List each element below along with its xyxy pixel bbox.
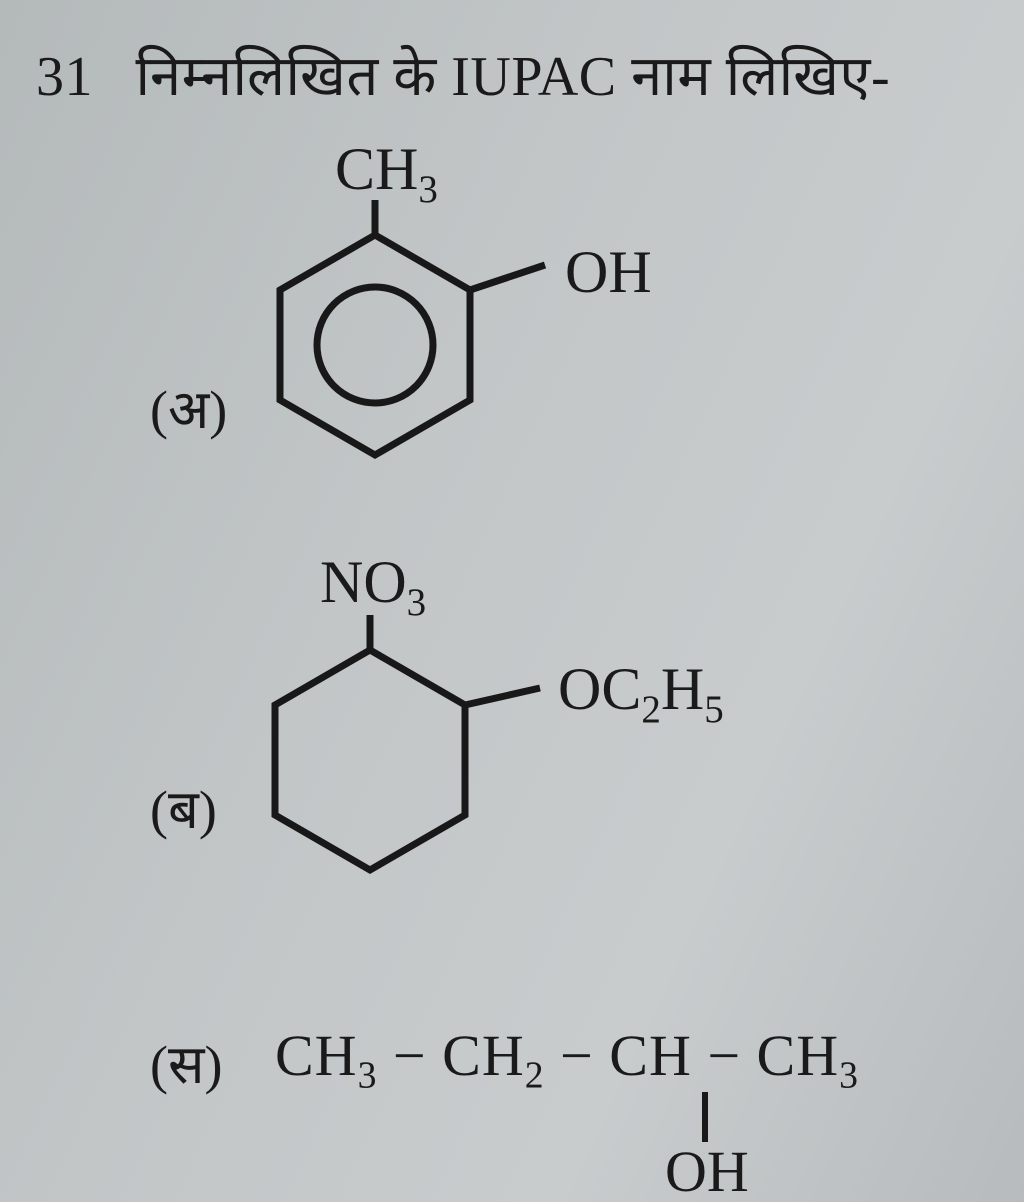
fc-seg3: 2 [525, 1055, 545, 1097]
oc2h5-h: H [661, 656, 704, 722]
question-number: 31 [36, 45, 93, 109]
label-oh-a: OH [565, 238, 652, 307]
bond-ch-oh [702, 1092, 708, 1142]
label-ch3: CH3 [335, 135, 438, 212]
no3-sub: 3 [407, 581, 427, 624]
fc-seg1: 3 [358, 1055, 378, 1097]
ch3-sub: 3 [418, 168, 438, 211]
label-oh-c: OH [665, 1138, 749, 1202]
label-oc2h5: OC2H5 [558, 655, 724, 732]
option-b-label: (ब) [150, 770, 217, 844]
no3-text: NO [320, 549, 407, 615]
formula-c: CH3 − CH2 − CH − CH3 [275, 1022, 859, 1098]
page: 31 निम्नलिखित के IUPAC नाम लिखिए- (अ) CH… [0, 0, 1024, 1202]
question-line: 31 निम्नलिखित के IUPAC नाम लिखिए- [36, 36, 1004, 112]
fc-seg0: CH [275, 1023, 358, 1088]
oc2h5-2: 2 [641, 688, 661, 731]
oc2h5-5: 5 [704, 688, 724, 731]
benzene-ring-a [270, 225, 480, 455]
fc-seg5: 3 [839, 1055, 859, 1097]
question-text: निम्नलिखित के IUPAC नाम लिखिए- [136, 46, 891, 108]
fc-seg4: − CH − CH [545, 1023, 840, 1088]
cyclohexane-ring-b [265, 640, 475, 870]
oc2h5-oc: OC [558, 656, 641, 722]
option-a-label: (अ) [150, 370, 227, 444]
label-no3: NO3 [320, 548, 426, 625]
ch3-text: CH [335, 136, 418, 202]
option-c-label: (स) [150, 1025, 222, 1099]
fc-seg2: − CH [377, 1023, 524, 1088]
